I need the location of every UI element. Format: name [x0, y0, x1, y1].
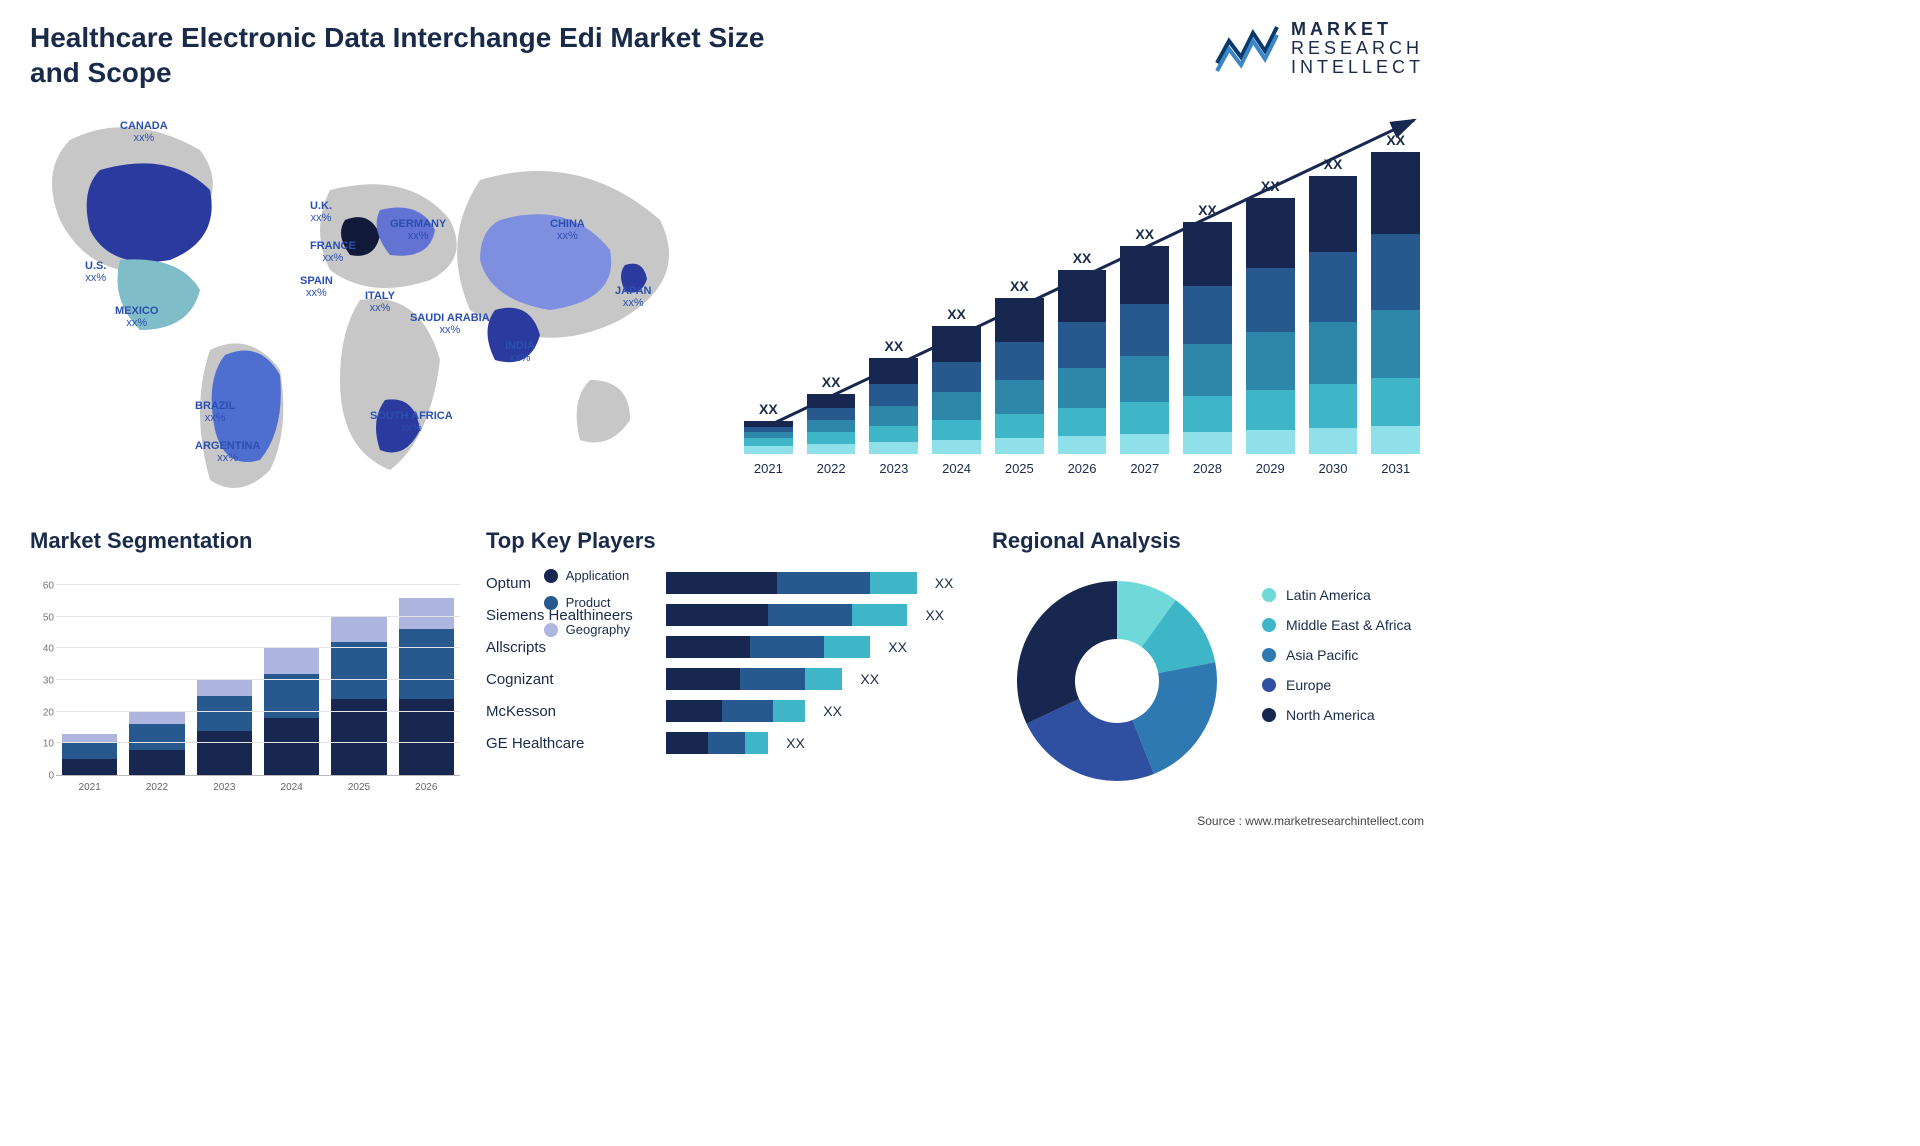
logo-line2: RESEARCH [1291, 39, 1424, 58]
growth-bar: XX2024 [932, 326, 981, 454]
growth-bar: XX2026 [1058, 270, 1107, 454]
growth-bar: XX2027 [1120, 246, 1169, 454]
seg-bar: 2025 [331, 617, 386, 775]
player-row: GE HealthcareXX [486, 732, 976, 754]
logo-line1: MARKET [1291, 20, 1424, 39]
seg-bar: 2022 [129, 712, 184, 775]
players-title: Top Key Players [486, 528, 976, 554]
regional-title: Regional Analysis [992, 528, 1232, 554]
segmentation-title: Market Segmentation [30, 528, 460, 554]
map-label: BRAZILxx% [195, 400, 235, 424]
regional-donut [1002, 566, 1232, 796]
growth-bar: XX2029 [1246, 198, 1295, 454]
player-row: McKessonXX [486, 700, 976, 722]
segmentation-legend: ApplicationProductGeography [544, 568, 630, 649]
source-label: Source : www.marketresearchintellect.com [30, 814, 1424, 828]
world-map-panel: CANADAxx% U.S.xx% MEXICOxx% BRAZILxx% ARGENT… [30, 100, 710, 500]
growth-bar: XX2023 [869, 358, 918, 454]
logo-line3: INTELLECT [1291, 58, 1424, 77]
map-label: SAUDI ARABIAxx% [410, 312, 490, 336]
logo-icon [1215, 23, 1279, 73]
growth-bar: XX2031 [1371, 152, 1420, 454]
growth-bar: XX2025 [995, 298, 1044, 454]
growth-chart-panel: XX2021 XX2022 XX2023 XX2024 XX2025 XX2026 XX20… [740, 100, 1424, 500]
seg-bar: 2023 [197, 680, 252, 775]
map-label: SOUTH AFRICAxx% [370, 410, 453, 434]
growth-bar: XX2021 [744, 421, 793, 454]
map-label: INDIAxx% [505, 340, 535, 364]
seg-bar: 2021 [62, 734, 117, 775]
logo: MARKET RESEARCH INTELLECT [1215, 20, 1424, 77]
map-label: CHINAxx% [550, 218, 585, 242]
map-label: CANADAxx% [120, 120, 168, 144]
map-label: U.S.xx% [85, 260, 106, 284]
growth-bar: XX2028 [1183, 222, 1232, 454]
regional-legend: Latin AmericaMiddle East & AfricaAsia Pa… [1262, 587, 1411, 737]
map-label: JAPANxx% [615, 285, 651, 309]
map-label: SPAINxx% [300, 275, 333, 299]
seg-bar: 2026 [399, 598, 454, 775]
map-label: MEXICOxx% [115, 305, 158, 329]
map-label: ARGENTINAxx% [195, 440, 260, 464]
player-row: CognizantXX [486, 668, 976, 690]
growth-bar: XX2030 [1309, 176, 1358, 454]
map-label: ITALYxx% [365, 290, 395, 314]
growth-bar: XX2022 [807, 394, 856, 454]
page-title: Healthcare Electronic Data Interchange E… [30, 20, 770, 90]
map-label: FRANCExx% [310, 240, 356, 264]
segmentation-panel: Market Segmentation 0102030405060 202120… [30, 528, 460, 796]
map-label: U.K.xx% [310, 200, 332, 224]
map-label: GERMANYxx% [390, 218, 446, 242]
seg-bar: 2024 [264, 648, 319, 775]
regional-panel: Regional Analysis Latin AmericaMiddle Ea… [1002, 528, 1424, 796]
